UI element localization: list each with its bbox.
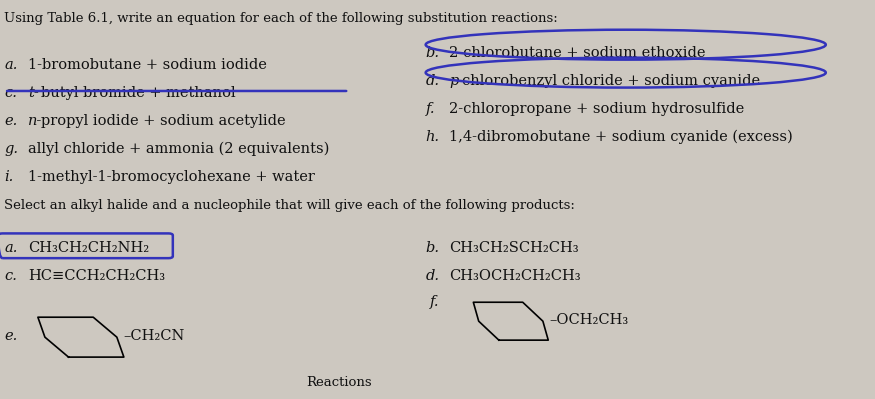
Text: CH₃CH₂SCH₂CH₃: CH₃CH₂SCH₂CH₃ [450, 241, 579, 255]
Text: t-: t- [28, 86, 39, 100]
Text: 1-bromobutane + sodium iodide: 1-bromobutane + sodium iodide [28, 58, 267, 72]
Text: 1,4-dibromobutane + sodium cyanide (excess): 1,4-dibromobutane + sodium cyanide (exce… [450, 130, 794, 144]
Text: Reactions: Reactions [306, 376, 372, 389]
Text: b.: b. [425, 46, 439, 60]
Text: b.: b. [425, 241, 439, 255]
Text: i.: i. [4, 170, 13, 184]
Text: d.: d. [425, 74, 439, 88]
Text: e.: e. [4, 114, 18, 128]
Text: 1-methyl-1-bromocyclohexane + water: 1-methyl-1-bromocyclohexane + water [28, 170, 315, 184]
Text: –CH₂CN: –CH₂CN [123, 329, 185, 343]
Text: a.: a. [4, 241, 18, 255]
Text: HC≡CCH₂CH₂CH₃: HC≡CCH₂CH₂CH₃ [28, 269, 165, 283]
Text: e.: e. [4, 329, 18, 343]
Text: p-: p- [450, 74, 464, 88]
Text: g.: g. [4, 142, 18, 156]
Text: allyl chloride + ammonia (2 equivalents): allyl chloride + ammonia (2 equivalents) [28, 142, 330, 156]
Text: h.: h. [425, 130, 439, 144]
Text: CH₃OCH₂CH₂CH₃: CH₃OCH₂CH₂CH₃ [450, 269, 581, 283]
Text: c.: c. [4, 86, 18, 100]
Text: 2-chlorobutane + sodium ethoxide: 2-chlorobutane + sodium ethoxide [450, 46, 706, 60]
Text: chlorobenzyl chloride + sodium cyanide: chlorobenzyl chloride + sodium cyanide [462, 74, 760, 88]
Text: f.: f. [425, 102, 435, 116]
Text: a.: a. [4, 58, 18, 72]
Text: n-: n- [28, 114, 43, 128]
Text: f.: f. [430, 295, 439, 309]
Text: 2-chloropropane + sodium hydrosulfide: 2-chloropropane + sodium hydrosulfide [450, 102, 745, 116]
Text: d.: d. [425, 269, 439, 283]
Text: butyl bromide + methanol: butyl bromide + methanol [41, 86, 235, 100]
Text: propyl iodide + sodium acetylide: propyl iodide + sodium acetylide [41, 114, 285, 128]
Text: c.: c. [4, 269, 18, 283]
Text: Select an alkyl halide and a nucleophile that will give each of the following pr: Select an alkyl halide and a nucleophile… [4, 200, 575, 213]
Text: CH₃CH₂CH₂NH₂: CH₃CH₂CH₂NH₂ [28, 241, 150, 255]
Text: Using Table 6.1, write an equation for each of the following substitution reacti: Using Table 6.1, write an equation for e… [4, 12, 558, 25]
Text: –OCH₂CH₃: –OCH₂CH₃ [550, 313, 628, 327]
